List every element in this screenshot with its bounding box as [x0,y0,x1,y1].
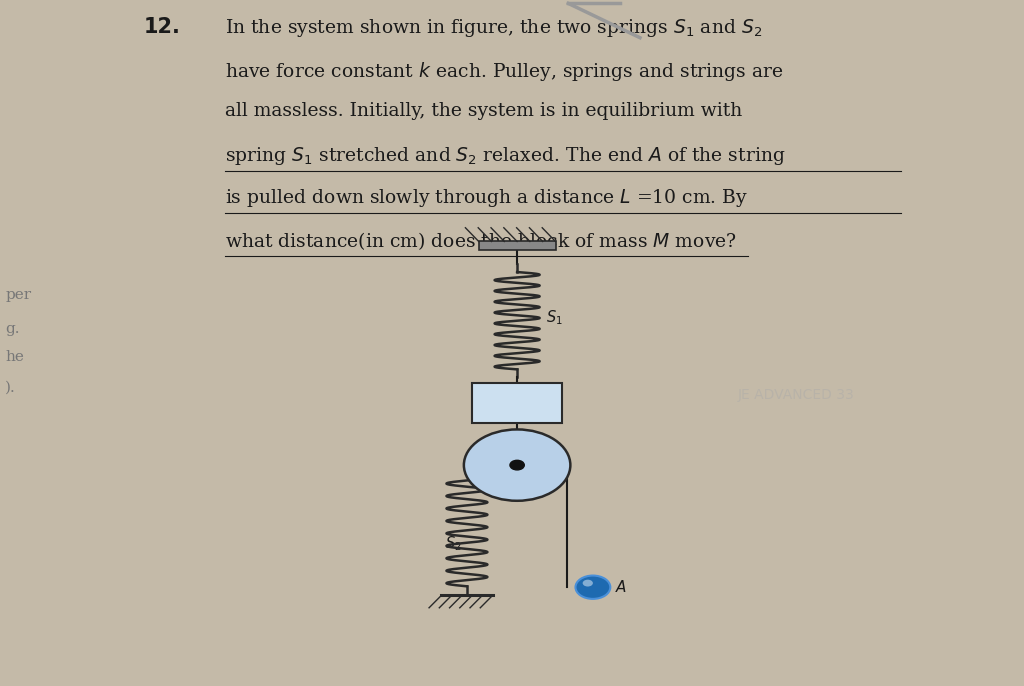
Text: have force constant $k$ each. Pulley, springs and strings are: have force constant $k$ each. Pulley, sp… [225,60,784,83]
Text: per: per [5,288,32,302]
Text: is pulled down slowly through a distance $L$ =10 cm. By: is pulled down slowly through a distance… [225,187,749,209]
Text: $S_1$: $S_1$ [546,308,562,327]
Text: In the system shown in figure, the two springs $S_1$ and $S_2$: In the system shown in figure, the two s… [225,17,763,39]
Bar [472,383,562,423]
Bar [479,241,555,250]
Circle shape [464,429,570,501]
Text: $S_2$: $S_2$ [445,534,462,554]
Text: he: he [5,350,24,364]
Circle shape [510,460,524,470]
Text: spring $S_1$ stretched and $S_2$ relaxed. The end $A$ of the string: spring $S_1$ stretched and $S_2$ relaxed… [225,145,785,167]
Text: JE ADVANCED 33: JE ADVANCED 33 [737,388,854,401]
Text: g.: g. [5,322,19,336]
Text: all massless. Initially, the system is in equilibrium with: all massless. Initially, the system is i… [225,102,742,120]
Text: ).: ). [5,381,15,394]
Text: 12.: 12. [143,17,180,37]
Circle shape [575,576,610,599]
Circle shape [583,580,593,587]
Text: $M$: $M$ [509,394,525,412]
Text: $A$: $A$ [615,579,628,595]
Text: what distance(in cm) does the block of mass $M$ move?: what distance(in cm) does the block of m… [225,230,737,252]
